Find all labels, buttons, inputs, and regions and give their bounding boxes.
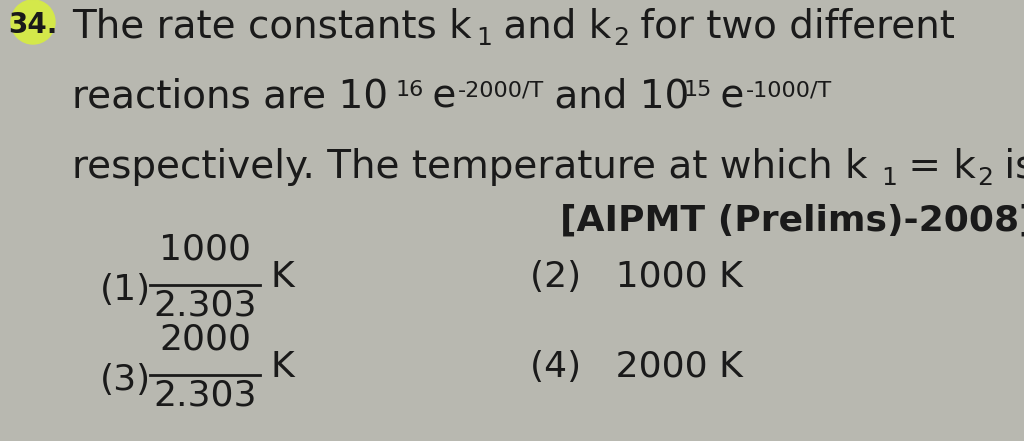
Text: 34.: 34. — [8, 11, 57, 39]
Text: 1: 1 — [476, 26, 493, 50]
Text: (1): (1) — [100, 273, 152, 307]
Text: K: K — [270, 260, 294, 294]
Text: 16: 16 — [395, 80, 424, 100]
Text: reactions are 10: reactions are 10 — [72, 78, 388, 116]
Circle shape — [11, 0, 55, 44]
Text: 1000: 1000 — [159, 233, 251, 267]
Text: 2: 2 — [612, 26, 629, 50]
Text: 2.303: 2.303 — [154, 289, 257, 323]
Text: (4)   2000 K: (4) 2000 K — [530, 350, 742, 384]
Text: (2)   1000 K: (2) 1000 K — [530, 260, 742, 294]
Text: e: e — [708, 78, 744, 116]
Text: 15: 15 — [684, 80, 712, 100]
Text: 2.303: 2.303 — [154, 379, 257, 413]
Text: -1000/T: -1000/T — [746, 80, 833, 100]
Text: and k: and k — [492, 8, 611, 46]
Text: 2: 2 — [977, 166, 993, 190]
Text: [AIPMT (Prelims)-2008]: [AIPMT (Prelims)-2008] — [560, 204, 1024, 238]
Text: is: is — [992, 148, 1024, 186]
Text: for two different: for two different — [628, 8, 954, 46]
Text: respectively. The temperature at which k: respectively. The temperature at which k — [72, 148, 867, 186]
Text: The rate constants k: The rate constants k — [72, 8, 472, 46]
Text: e: e — [420, 78, 456, 116]
Text: 2000: 2000 — [159, 323, 251, 357]
Text: (3): (3) — [100, 363, 152, 397]
Text: = k: = k — [896, 148, 976, 186]
Text: 1: 1 — [881, 166, 897, 190]
Text: K: K — [270, 350, 294, 384]
Text: and 10: and 10 — [542, 78, 689, 116]
Text: -2000/T: -2000/T — [458, 80, 545, 100]
